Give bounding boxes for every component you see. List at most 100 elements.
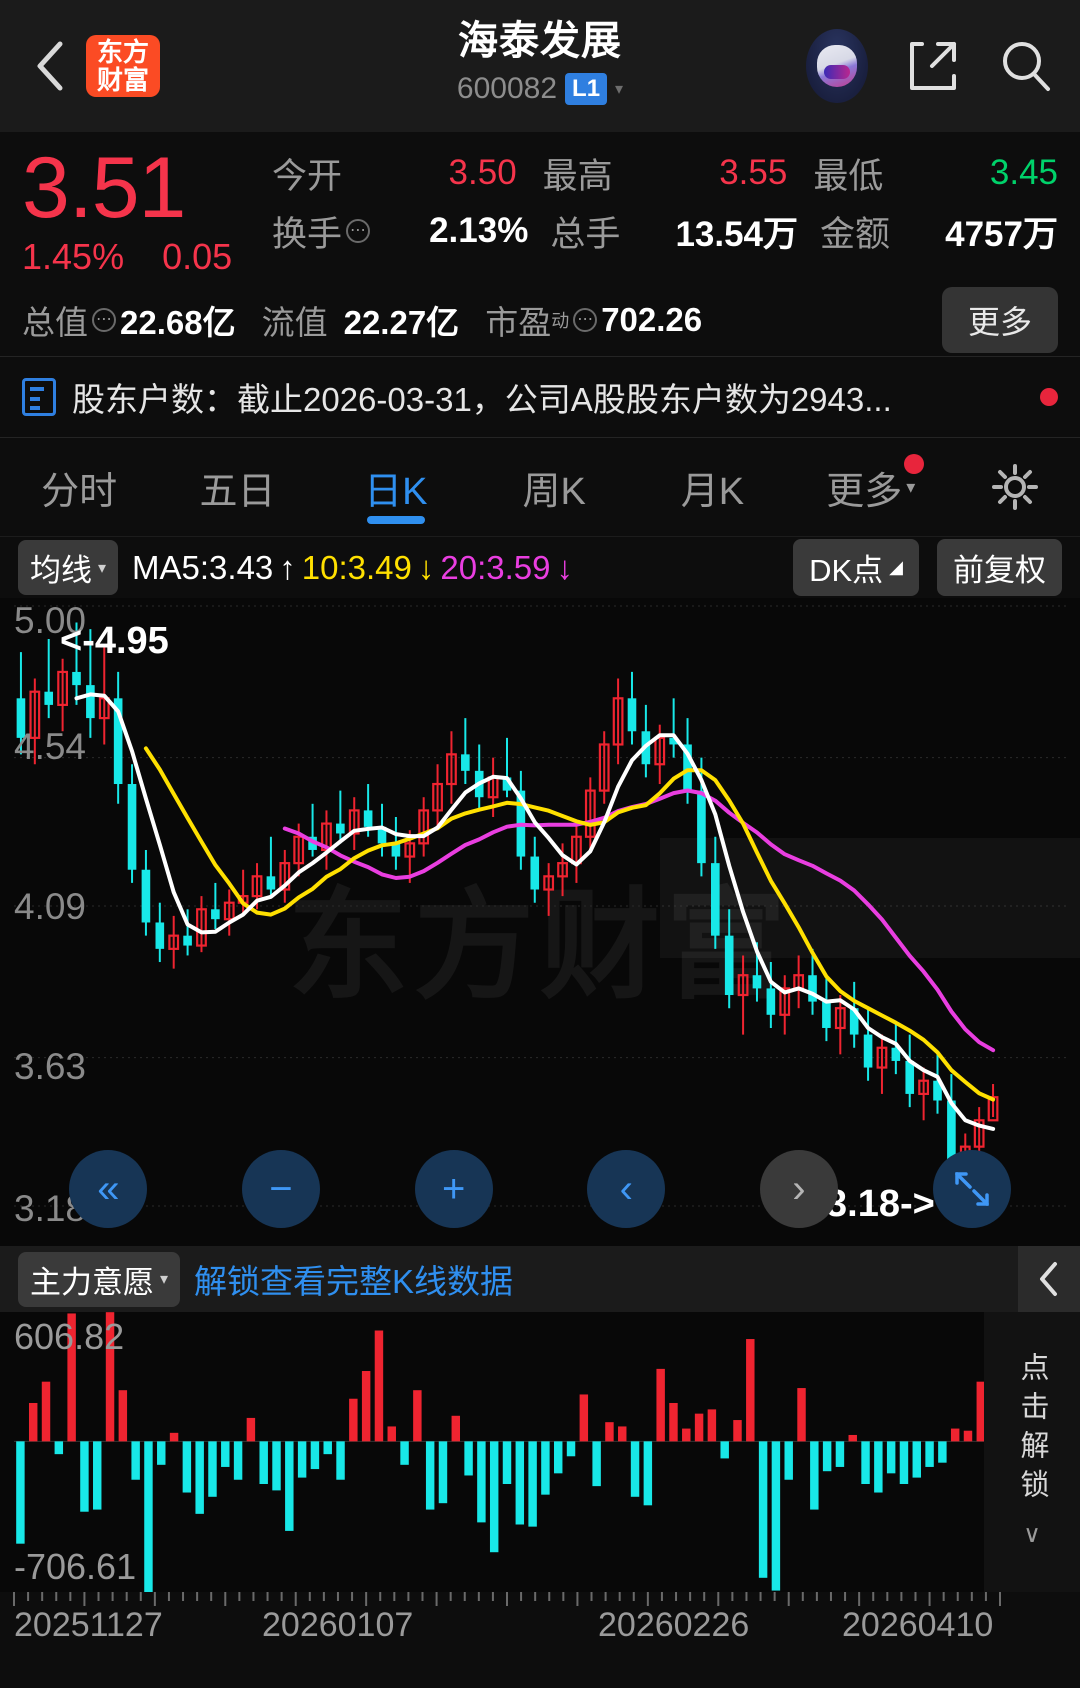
candlestick-chart[interactable]: 东方财富 5.00 4.54 4.09 3.63 3.18 <-4.95 3.1… [0,598,1080,1246]
open-label: 今开 [272,156,343,196]
ma10-arrow-icon: ↓ [417,548,435,586]
quote-stats-row-3: 总值 ⋯ 22.68亿 流值 22.27亿 市盈 动 ⋯ 702.26 更多 [22,284,1058,356]
tab-more[interactable]: 更多 ▾ [792,438,950,536]
low-label: 最低 [813,156,884,196]
header-actions [806,0,1054,132]
last-price: 3.51 [22,140,186,236]
chevron-down-icon: ▾ [906,476,916,497]
ai-assistant-icon[interactable] [806,29,868,103]
amount-label: 金额 [820,214,891,254]
floatcap-value: 22.27亿 [343,304,460,341]
marketcap-label: 总值 [22,304,88,341]
date-axis: 20251127 20260107 20260226 20260410 [0,1592,1080,1656]
indicator-selector-label: 主力意愿 [30,1264,154,1300]
tab-label: 月K [680,470,745,513]
dk-point-button[interactable]: DK点 ◢ [793,539,919,596]
tab-label: 五日 [199,470,276,513]
more-button[interactable]: 更多 [941,287,1058,353]
chevron-down-icon[interactable]: ▾ [615,81,624,98]
unlock-link[interactable]: 解锁查看完整K线数据 [194,1263,514,1300]
search-icon[interactable] [998,38,1054,94]
pe-superscript: 动 [551,311,570,331]
chevron-down-icon: ▾ [160,1271,169,1288]
news-banner[interactable]: 股东户数：截止2026-03-31，公司A股股东户数为2943... [0,356,1080,438]
ma-values: MA5:3.43 ↑ 10:3.49 ↓ 20:3.59 ↓ [132,549,573,587]
dk-point-label: DK点 [809,553,884,588]
corner-icon: ◢ [889,557,903,577]
unlock-side-button[interactable]: 点击解锁 ∨ [984,1312,1080,1592]
indicator-axis-max: 606.82 [14,1316,125,1357]
change-percent: 1.45% [22,236,125,277]
chart-settings-button[interactable] [950,458,1080,516]
date-label: 20251127 [14,1606,163,1644]
amount-value: 4757万 [945,214,1058,254]
ai-face-shape [817,45,857,87]
date-label: 20260410 [842,1606,994,1644]
tab-label: 日K [364,470,428,513]
open-value: 3.50 [448,153,517,192]
jump-left-button[interactable]: « [69,1150,148,1228]
plus-icon: + [441,1166,466,1211]
indicator-selector-pill[interactable]: 主力意愿 ▾ [18,1251,181,1307]
pe-value: 702.26 [601,301,703,338]
info-icon[interactable]: ⋯ [573,308,598,332]
back-button[interactable] [20,38,80,94]
quote-stats-row-1: 今开 3.50 最高 3.55 最低 3.45 [272,144,1058,202]
date-label: 20260107 [262,1606,414,1644]
tab-weekly-k[interactable]: 周K [475,438,633,536]
unlock-side-label: 点击解锁 [1016,1352,1048,1508]
news-text: 股东户数：截止2026-03-31，公司A股股东户数为2943... [72,381,892,418]
tab-daily-k[interactable]: 日K [317,438,475,536]
indicator-svg [14,1312,1070,1592]
ma-bar-actions: DK点 ◢ 前复权 [793,539,1062,596]
quote-panel: 3.51 1.45% 0.05 今开 3.50 最高 3.55 最低 [0,132,1080,356]
adjust-type-label: 前复权 [953,553,1046,588]
app-header: 东方 财富 海泰发展 600082 L1 ▾ [0,0,1080,132]
moving-average-bar: 均线 ▾ MA5:3.43 ↑ 10:3.49 ↓ 20:3.59 ↓ DK点 … [0,536,1080,598]
chevron-left-icon: ‹ [619,1166,633,1211]
chevron-down-icon: ▾ [98,559,107,577]
tab-label: 周K [522,470,586,513]
turnover-label: 换手 [272,214,343,254]
turnover-value: 2.13% [429,211,529,250]
high-value: 3.55 [719,153,788,192]
indicator-chart[interactable]: 606.82 -706.61 点击解锁 ∨ [0,1312,1080,1592]
chart-nav-buttons: « − + ‹ › [0,1150,1080,1228]
low-annotation: 3.18-> [826,1183,935,1225]
brand-logo[interactable]: 东方 财富 [86,35,160,97]
ma-selector-pill[interactable]: 均线 ▾ [18,540,119,595]
tab-fenshi[interactable]: 分时 [0,438,158,536]
zoom-in-button[interactable]: + [414,1150,493,1228]
marketcap-value: 22.68亿 [120,304,236,341]
adjust-type-button[interactable]: 前复权 [937,539,1062,596]
ma5-arrow-icon: ↑ [279,548,296,586]
brand-line-1: 东方 [96,37,149,67]
collapse-panel-button[interactable] [1018,1246,1080,1312]
expand-arrows-icon [954,1172,989,1206]
ma-selector-label: 均线 [30,553,92,588]
quote-stats-column: 今开 3.50 最高 3.55 最低 3.45 换手 ⋯ 2.13% [272,144,1058,260]
tab-wuri[interactable]: 五日 [158,438,316,536]
info-icon[interactable]: ⋯ [346,219,371,243]
scroll-right-button[interactable]: › [759,1150,838,1228]
ma20-arrow-icon: ↓ [556,548,574,586]
change-absolute: 0.05 [162,236,233,277]
fullscreen-button[interactable] [932,1150,1011,1228]
scroll-left-button[interactable]: ‹ [587,1150,666,1228]
sub-indicator-bar: 主力意愿 ▾ 解锁查看完整K线数据 [0,1246,1080,1312]
change-row: 1.45% 0.05 [22,236,272,278]
tab-monthly-k[interactable]: 月K [633,438,791,536]
brand-line-2: 财富 [96,65,149,95]
zoom-out-button[interactable]: − [241,1150,320,1228]
minus-icon: − [269,1166,293,1211]
chevron-down-icon: ∨ [1023,1521,1041,1548]
gear-icon [991,464,1038,510]
info-icon[interactable]: ⋯ [92,308,116,332]
share-icon[interactable] [906,38,960,94]
chevron-right-icon: › [792,1166,806,1211]
chevron-left-icon [1040,1262,1057,1296]
document-icon [22,378,56,416]
notification-dot [903,454,924,474]
ma10-value: 10:3.49 [301,548,412,586]
